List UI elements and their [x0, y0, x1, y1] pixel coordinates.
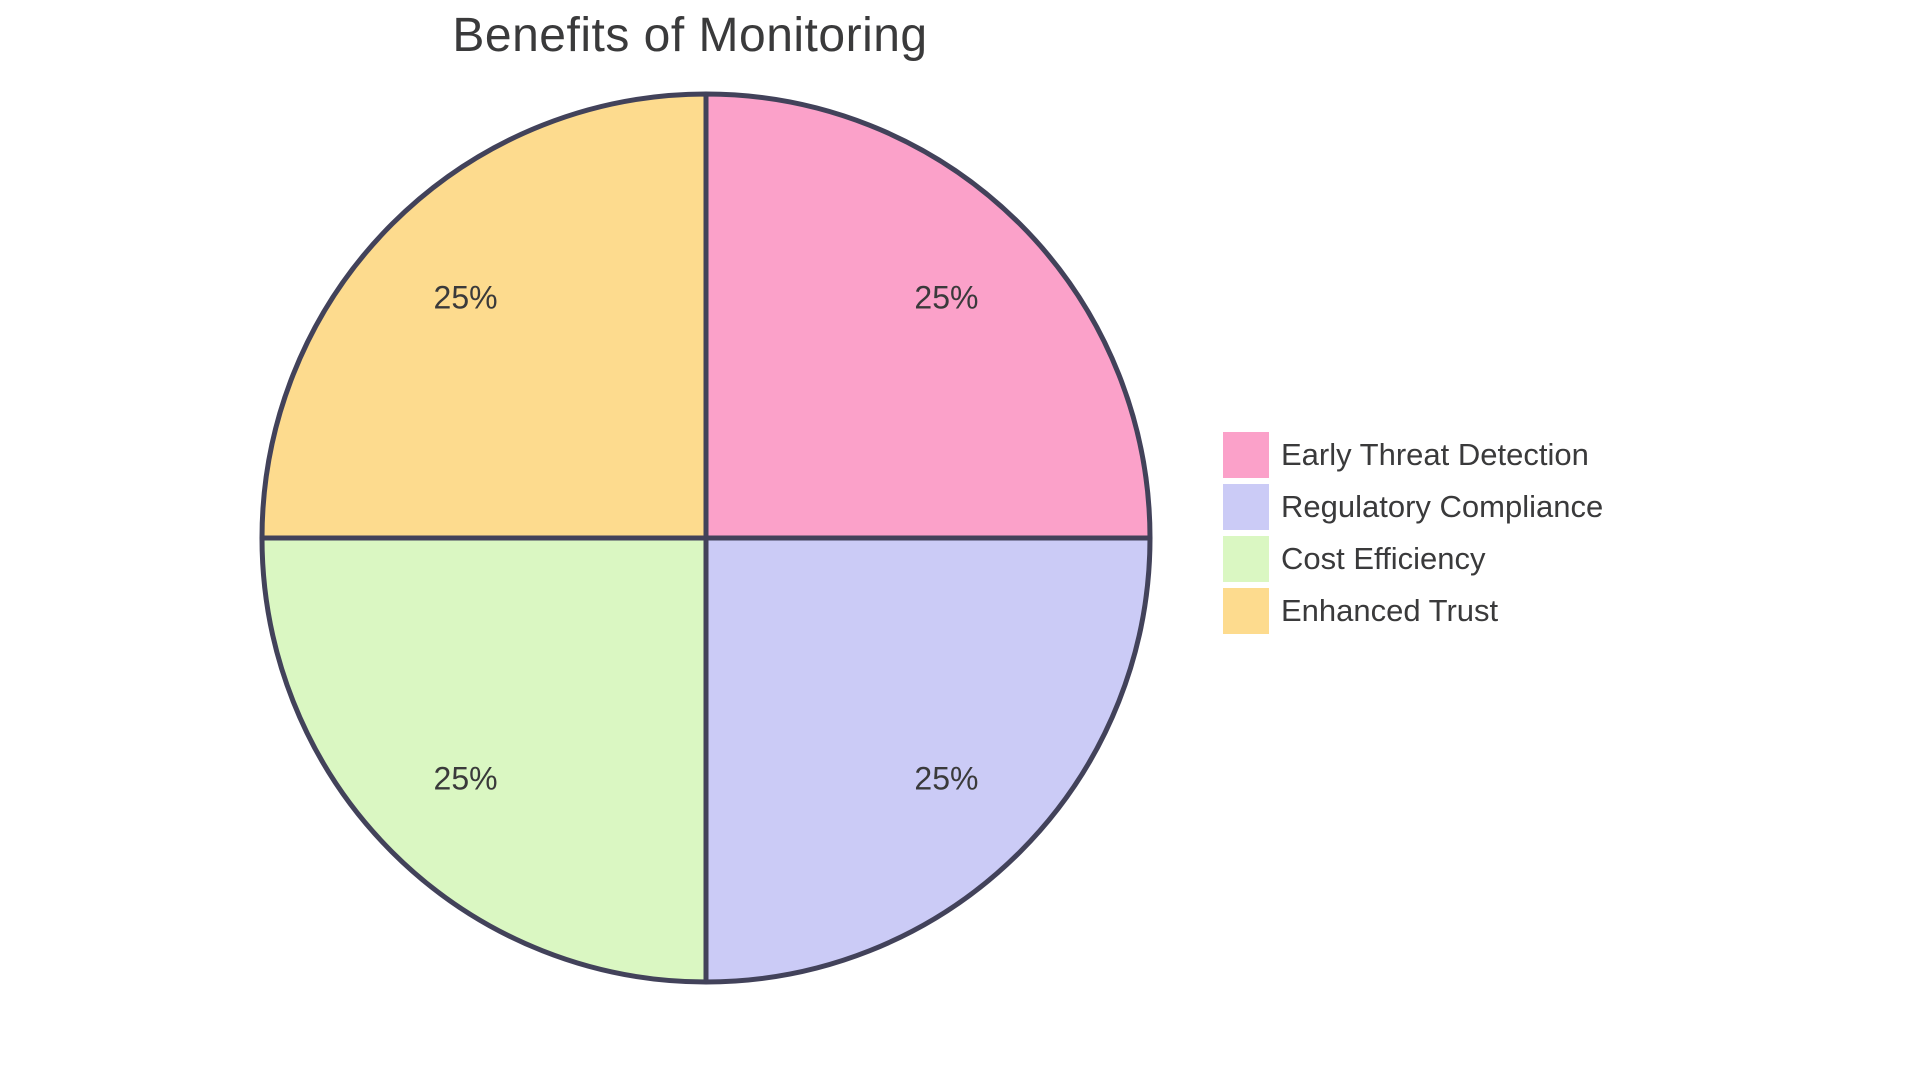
legend-label: Regulatory Compliance [1281, 489, 1604, 524]
legend-swatch [1223, 536, 1269, 582]
legend-item-early-threat-detection: Early Threat Detection [1223, 432, 1603, 478]
pie-slice-enhanced-trust [259, 91, 709, 541]
legend-swatch [1223, 588, 1269, 634]
legend-item-cost-efficiency: Cost Efficiency [1223, 536, 1603, 582]
legend-label: Cost Efficiency [1281, 541, 1486, 576]
slice-value-label: 25% [434, 760, 498, 796]
pie-slice-regulatory-compliance [703, 535, 1153, 985]
legend-swatch [1223, 432, 1269, 478]
legend-label: Enhanced Trust [1281, 593, 1499, 628]
pie-slice-early-threat-detection [703, 91, 1153, 541]
chart-legend: Early Threat Detection Regulatory Complia… [1223, 432, 1603, 634]
slice-value-label: 25% [914, 760, 978, 796]
pie-slice-cost-efficiency [259, 535, 709, 985]
slice-value-label: 25% [434, 280, 498, 316]
legend-item-enhanced-trust: Enhanced Trust [1223, 588, 1603, 634]
legend-label: Early Threat Detection [1281, 437, 1589, 472]
slice-value-label: 25% [914, 280, 978, 316]
legend-item-regulatory-compliance: Regulatory Compliance [1223, 484, 1603, 530]
legend-swatch [1223, 484, 1269, 530]
chart-title: Benefits of Monitoring [452, 9, 928, 62]
